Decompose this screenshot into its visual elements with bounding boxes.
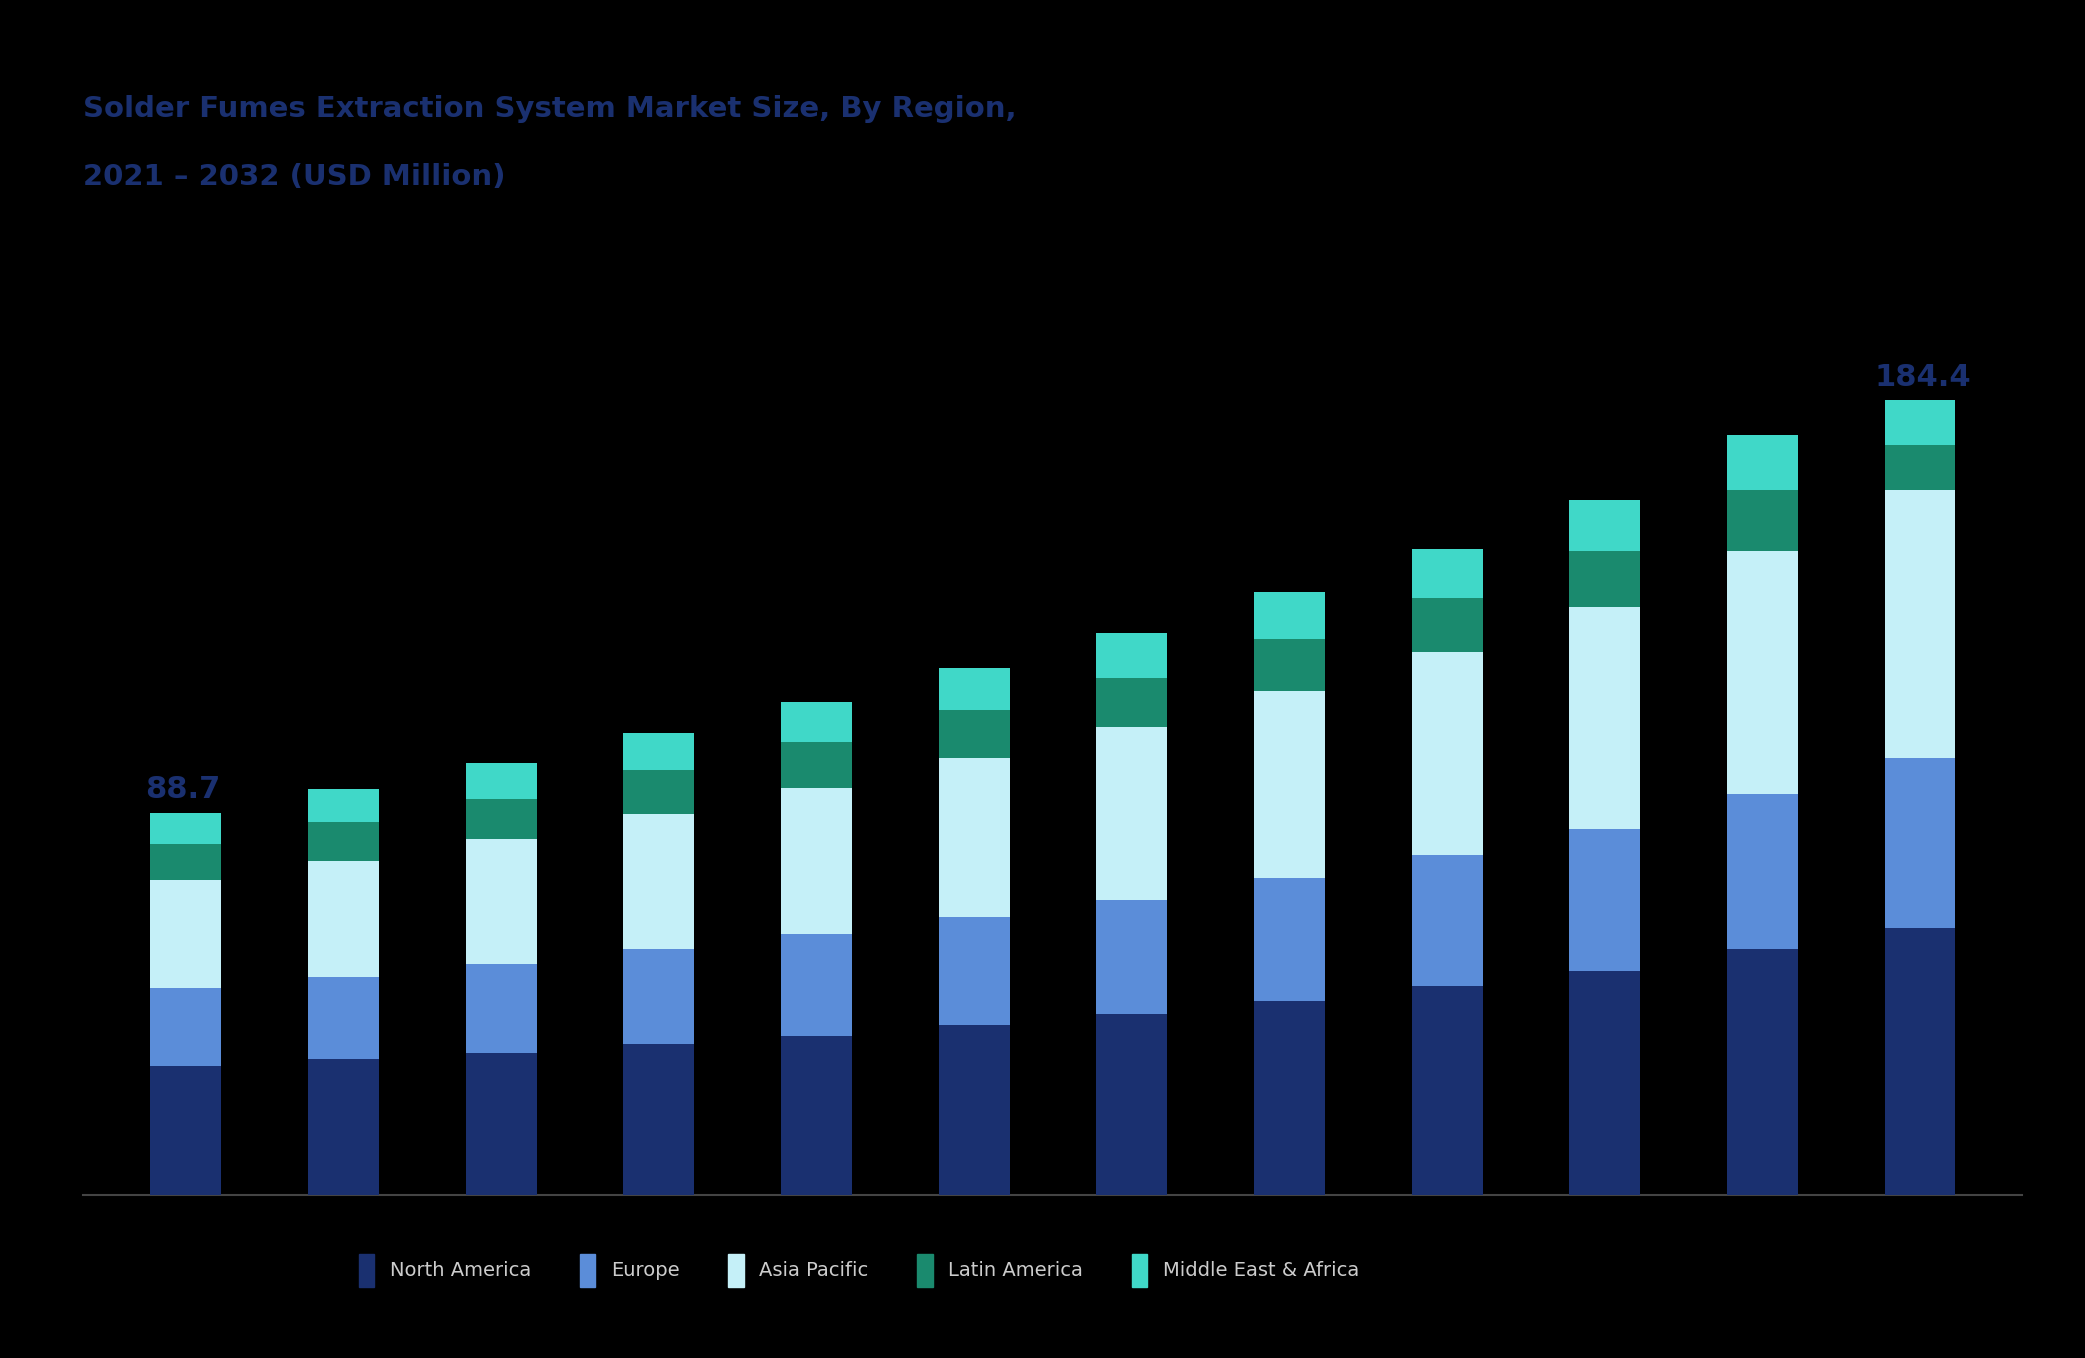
Bar bbox=[1726, 490, 1797, 551]
Bar bbox=[938, 710, 1009, 758]
Bar bbox=[150, 843, 221, 880]
Bar bbox=[465, 964, 536, 1052]
Bar bbox=[1570, 971, 1641, 1195]
Bar bbox=[1097, 678, 1168, 728]
Bar bbox=[1253, 1001, 1324, 1195]
Bar bbox=[1253, 640, 1324, 691]
Bar bbox=[938, 917, 1009, 1025]
Bar bbox=[1885, 445, 1956, 490]
Bar bbox=[1253, 879, 1324, 1001]
Bar bbox=[1885, 928, 1956, 1195]
Bar bbox=[782, 743, 853, 788]
Bar bbox=[782, 1036, 853, 1195]
Bar bbox=[465, 1052, 536, 1195]
Bar bbox=[623, 949, 694, 1044]
Bar bbox=[150, 1066, 221, 1195]
Bar bbox=[309, 861, 379, 978]
Bar bbox=[1412, 986, 1482, 1195]
Bar bbox=[1097, 900, 1168, 1014]
Legend: North America, Europe, Asia Pacific, Latin America, Middle East & Africa: North America, Europe, Asia Pacific, Lat… bbox=[350, 1247, 1368, 1294]
Bar bbox=[1412, 598, 1482, 652]
Bar bbox=[1412, 854, 1482, 986]
Bar bbox=[1097, 728, 1168, 900]
Bar bbox=[1726, 435, 1797, 490]
Bar bbox=[1097, 1014, 1168, 1195]
Bar bbox=[1726, 794, 1797, 949]
Bar bbox=[623, 770, 694, 813]
Bar bbox=[1885, 490, 1956, 758]
Bar bbox=[1885, 758, 1956, 928]
Bar bbox=[309, 822, 379, 861]
Bar bbox=[1570, 828, 1641, 971]
Bar bbox=[623, 1044, 694, 1195]
Text: 88.7: 88.7 bbox=[146, 775, 221, 804]
Text: Solder Fumes Extraction System Market Size, By Region,: Solder Fumes Extraction System Market Si… bbox=[83, 95, 1017, 124]
Bar bbox=[150, 880, 221, 989]
Bar bbox=[1412, 550, 1482, 598]
Bar bbox=[1885, 401, 1956, 445]
Bar bbox=[465, 763, 536, 799]
Bar bbox=[150, 989, 221, 1066]
Bar bbox=[782, 934, 853, 1036]
Bar bbox=[938, 668, 1009, 710]
Bar bbox=[150, 812, 221, 843]
Bar bbox=[1570, 551, 1641, 607]
Bar bbox=[465, 799, 536, 839]
Bar bbox=[623, 732, 694, 770]
Text: 184.4: 184.4 bbox=[1874, 363, 1972, 391]
Bar bbox=[938, 1025, 1009, 1195]
Bar bbox=[623, 813, 694, 949]
Bar bbox=[938, 758, 1009, 917]
Bar bbox=[782, 702, 853, 743]
Bar bbox=[465, 839, 536, 964]
Bar bbox=[309, 789, 379, 822]
Bar bbox=[1097, 633, 1168, 678]
Text: 2021 – 2032 (USD Million): 2021 – 2032 (USD Million) bbox=[83, 163, 507, 191]
Bar bbox=[1253, 592, 1324, 640]
Bar bbox=[1726, 949, 1797, 1195]
Bar bbox=[1570, 500, 1641, 551]
Bar bbox=[1253, 691, 1324, 879]
Bar bbox=[1726, 551, 1797, 794]
Bar bbox=[1412, 652, 1482, 854]
Bar bbox=[782, 788, 853, 934]
Bar bbox=[1570, 607, 1641, 828]
Bar bbox=[309, 978, 379, 1059]
Bar bbox=[309, 1059, 379, 1195]
